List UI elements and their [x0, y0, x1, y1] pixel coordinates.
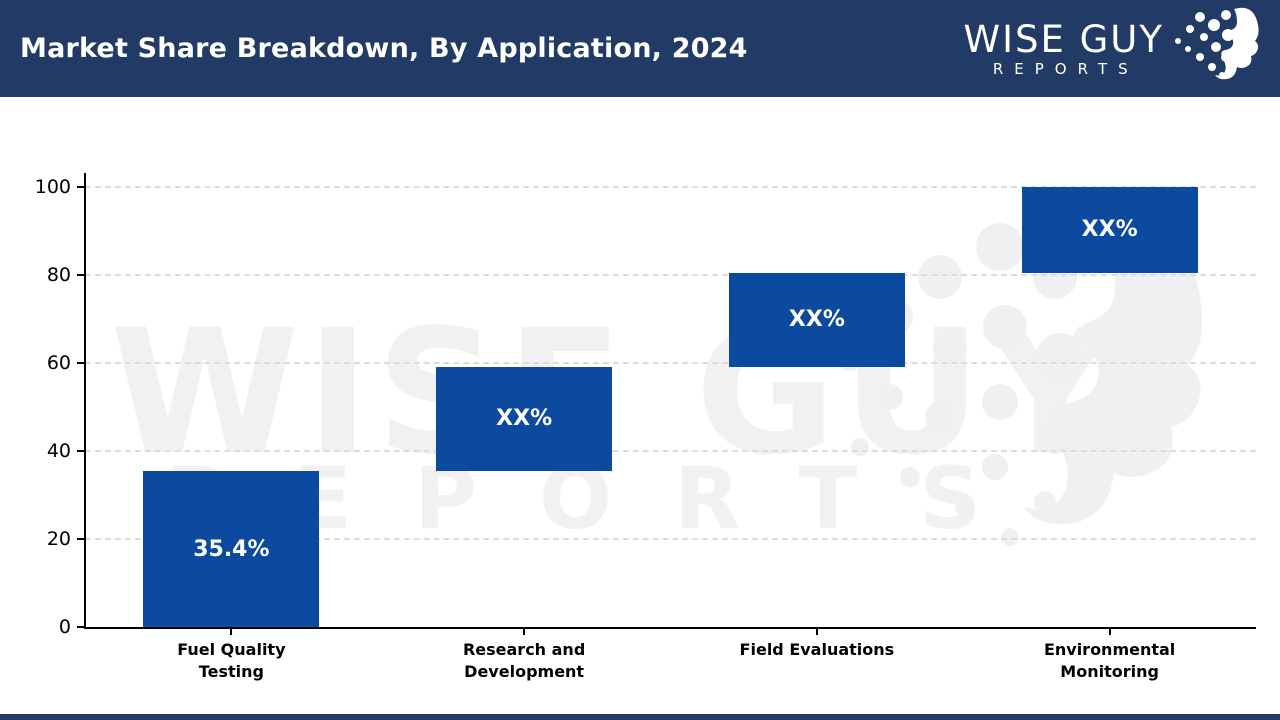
bar: XX% — [728, 272, 905, 367]
logo-text: WISE GUY REPORTS — [964, 21, 1164, 77]
bar-value-label: XX% — [788, 307, 845, 333]
y-tick-mark — [77, 538, 85, 540]
gridline — [85, 274, 1256, 276]
gridline — [85, 362, 1256, 364]
y-tick-label: 0 — [58, 616, 71, 638]
x-tick-label: Research and Development — [462, 640, 586, 681]
y-tick-label: 40 — [46, 440, 71, 462]
bar: 35.4% — [143, 471, 320, 627]
logo-head-icon — [1175, 7, 1259, 79]
wise-guy-logo: WISE GUY REPORTS — [964, 5, 1262, 93]
logo-subtext: REPORTS — [992, 59, 1139, 78]
x-tick-mark — [230, 627, 233, 635]
x-axis-line — [84, 627, 1256, 629]
bar-value-label: XX% — [1081, 217, 1138, 243]
x-tick-label: Environmental Monitoring — [1043, 640, 1176, 681]
footer-bar — [0, 714, 1280, 720]
x-tick-mark — [523, 627, 526, 635]
y-tick-mark — [77, 186, 85, 188]
gridline — [85, 186, 1256, 188]
x-tick-mark — [1108, 627, 1111, 635]
bar-value-label: 35.4% — [193, 536, 270, 562]
y-tick-label: 80 — [46, 264, 71, 286]
chart-area: WISE GUY REPORTS 0 20 40 60 80 100 35.4% Fuel Q… — [0, 97, 1280, 713]
bar: XX% — [1021, 187, 1198, 273]
bar: XX% — [436, 366, 613, 472]
gridline — [85, 450, 1256, 452]
y-tick-mark — [77, 274, 85, 276]
bar-value-label: XX% — [496, 406, 553, 432]
gridline — [85, 538, 1256, 540]
y-tick-mark — [77, 362, 85, 364]
y-tick-label: 20 — [46, 528, 71, 550]
y-axis-line — [84, 173, 86, 627]
x-tick-mark — [815, 627, 818, 635]
x-tick-label: Fuel Quality Testing — [177, 640, 286, 681]
header: Market Share Breakdown, By Application, … — [0, 0, 1280, 97]
x-tick-label: Field Evaluations — [739, 640, 895, 659]
logo-wordmark: WISE GUY — [963, 17, 1164, 61]
y-tick-mark — [77, 626, 85, 628]
y-tick-mark — [77, 450, 85, 452]
page-title: Market Share Breakdown, By Application, … — [20, 33, 748, 64]
y-tick-label: 60 — [46, 352, 71, 374]
y-tick-label: 100 — [34, 176, 71, 198]
